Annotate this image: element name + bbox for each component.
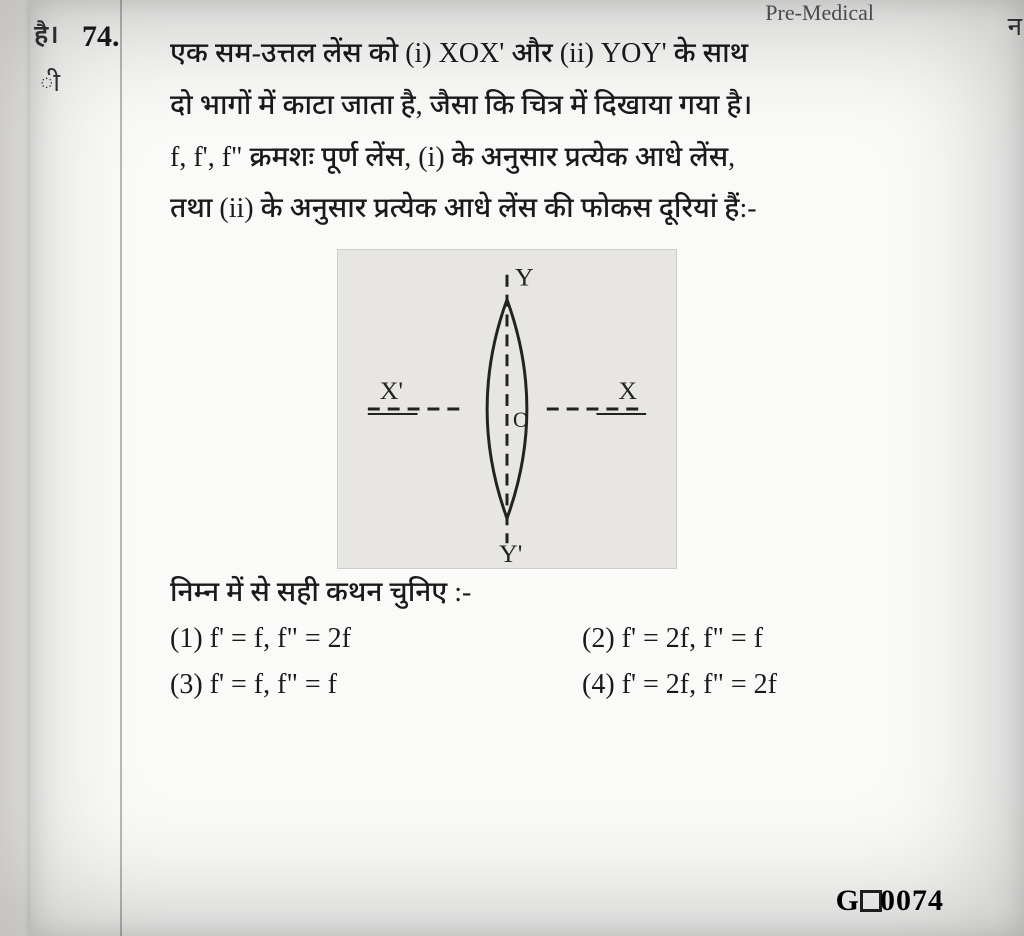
qr-box-icon <box>860 890 882 912</box>
option-3[interactable]: (3) f' = f, f" = f <box>170 669 572 701</box>
margin-rule <box>120 0 122 936</box>
header-pre-medical: Pre-Medical <box>765 0 874 26</box>
right-edge-fragment: न <box>1008 12 1022 46</box>
question-line-1: एक सम-उत्तल लेंस को (i) XOX' और (ii) YOY… <box>170 28 984 80</box>
option-4[interactable]: (4) f' = 2f, f" = 2f <box>582 669 984 701</box>
left-edge-fragment-1: है। <box>34 20 59 54</box>
question-line-2: दो भागों में काटा जाता है, जैसा कि चित्र… <box>170 80 984 132</box>
option-2[interactable]: (2) f' = 2f, f" = f <box>582 623 984 655</box>
page: Pre-Medical है। ी न 74. एक सम-उत्तल लेंस… <box>30 0 1024 936</box>
code-prefix: G <box>836 884 860 917</box>
question-line-3: f, f', f" क्रमशः पूर्ण लेंस, (i) के अनुस… <box>170 132 984 184</box>
question-line-4: तथा (ii) के अनुसार प्रत्येक आधे लेंस की … <box>170 183 984 235</box>
label-o: O <box>513 408 529 432</box>
label-y-prime: Y' <box>499 539 522 568</box>
left-edge-fragment-2: ी <box>40 68 60 102</box>
lens-diagram: Y Y' X' X O <box>337 249 677 569</box>
diagram-container: Y Y' X' X O <box>30 249 984 569</box>
options-grid: (1) f' = f, f" = 2f (2) f' = 2f, f" = f … <box>170 623 984 701</box>
label-x: X <box>618 376 637 405</box>
code-number: 0074 <box>880 884 944 917</box>
question-number: 74. <box>82 20 120 54</box>
label-x-prime: X' <box>380 376 403 405</box>
options-header: निम्न में से सही कथन चुनिए :- <box>170 577 984 613</box>
question-body: एक सम-उत्तल लेंस को (i) XOX' और (ii) YOY… <box>170 28 984 235</box>
question-code: G 0074 <box>836 884 944 918</box>
option-1[interactable]: (1) f' = f, f" = 2f <box>170 623 572 655</box>
label-y: Y <box>515 263 534 292</box>
